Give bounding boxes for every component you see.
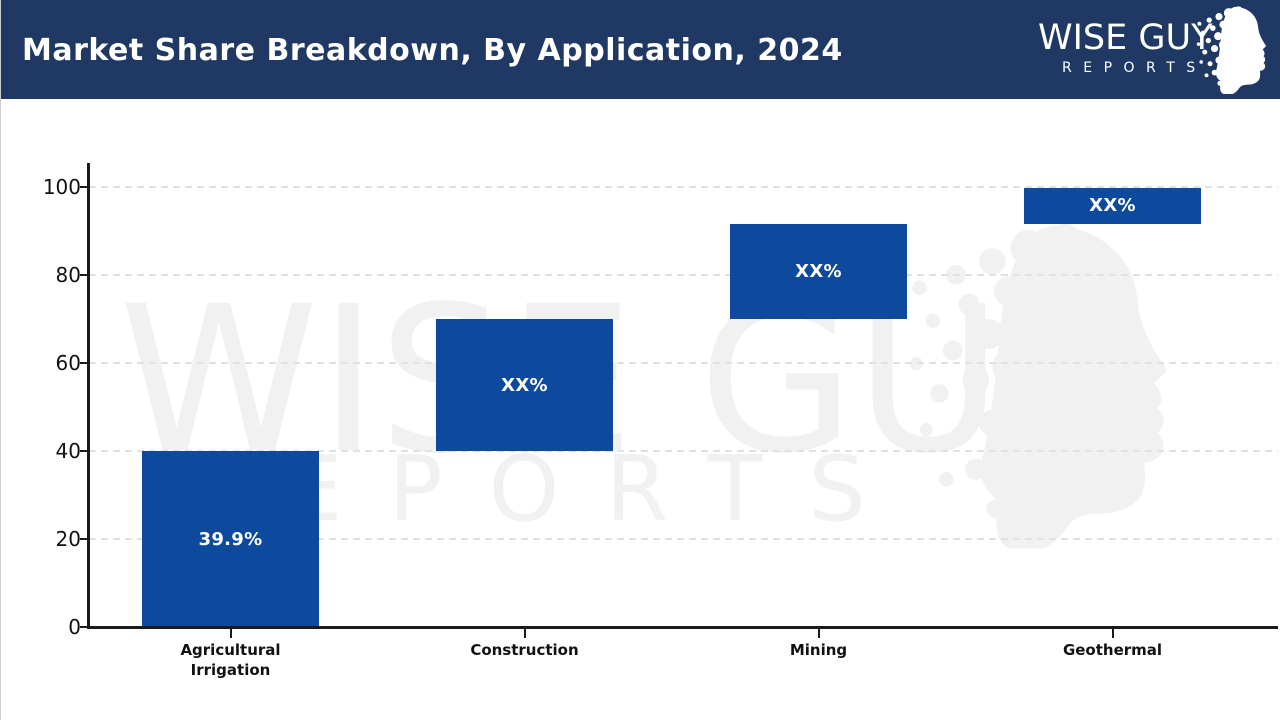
plot-area: 0 20 40 60 80 100 39.9% Agricultural Irrigation… bbox=[1, 99, 1280, 720]
gridline-40 bbox=[89, 450, 1278, 452]
bar-construction: XX% bbox=[436, 319, 613, 451]
page-title: Market Share Breakdown, By Application, … bbox=[22, 33, 843, 68]
chart-area: WISE GUY REPORTS 0 20 40 60 80 100 39.9% Agricu… bbox=[1, 99, 1280, 720]
x-tick-label-geothermal: Geothermal bbox=[1062, 641, 1163, 659]
bar-value-label-geothermal: XX% bbox=[1089, 195, 1136, 217]
gridline-80 bbox=[89, 274, 1278, 276]
y-tick-label-60: 60 bbox=[55, 351, 81, 375]
gridline-100 bbox=[89, 186, 1278, 188]
y-tick-100 bbox=[80, 186, 89, 188]
y-tick-40 bbox=[80, 450, 89, 452]
watermark-wordmark: WISE GUY bbox=[119, 262, 1127, 498]
x-tick-mining bbox=[817, 629, 820, 638]
y-tick-label-80: 80 bbox=[55, 263, 81, 287]
header-bar: Market Share Breakdown, By Application, … bbox=[1, 0, 1280, 99]
x-tick-label-mining: Mining bbox=[789, 641, 848, 659]
bar-geothermal: XX% bbox=[1024, 187, 1201, 224]
logo-tagline: REPORTS bbox=[1062, 60, 1207, 76]
gridline-20 bbox=[89, 538, 1278, 540]
y-tick-label-40: 40 bbox=[55, 439, 81, 463]
bar-value-label-agricultural-irrigation: 39.9% bbox=[198, 528, 263, 550]
logo-wordmark: WISE GUY bbox=[1038, 18, 1213, 58]
x-tick-construction bbox=[523, 629, 526, 638]
y-tick-20 bbox=[80, 538, 89, 540]
dotted-face-profile-icon bbox=[1181, 5, 1273, 94]
x-tick-label-agricultural-irrigation: Agricultural Irrigation bbox=[180, 641, 281, 679]
x-axis-line bbox=[89, 626, 1278, 629]
bar-value-label-construction: XX% bbox=[501, 374, 548, 396]
x-tick-label-construction: Construction bbox=[470, 641, 579, 659]
y-tick-80 bbox=[80, 274, 89, 276]
bar-value-label-mining: XX% bbox=[795, 260, 842, 282]
bar-agricultural-irrigation: 39.9% bbox=[142, 451, 319, 627]
y-tick-label-100: 100 bbox=[42, 175, 81, 199]
y-tick-label-0: 0 bbox=[68, 615, 81, 639]
x-tick-agricultural-irrigation bbox=[229, 629, 232, 638]
y-axis-line bbox=[87, 163, 90, 629]
y-tick-label-20: 20 bbox=[55, 527, 81, 551]
bar-mining: XX% bbox=[730, 223, 907, 319]
x-tick-geothermal bbox=[1111, 629, 1114, 638]
y-tick-0 bbox=[80, 626, 89, 628]
gridline-60 bbox=[89, 362, 1278, 364]
y-tick-60 bbox=[80, 362, 89, 364]
